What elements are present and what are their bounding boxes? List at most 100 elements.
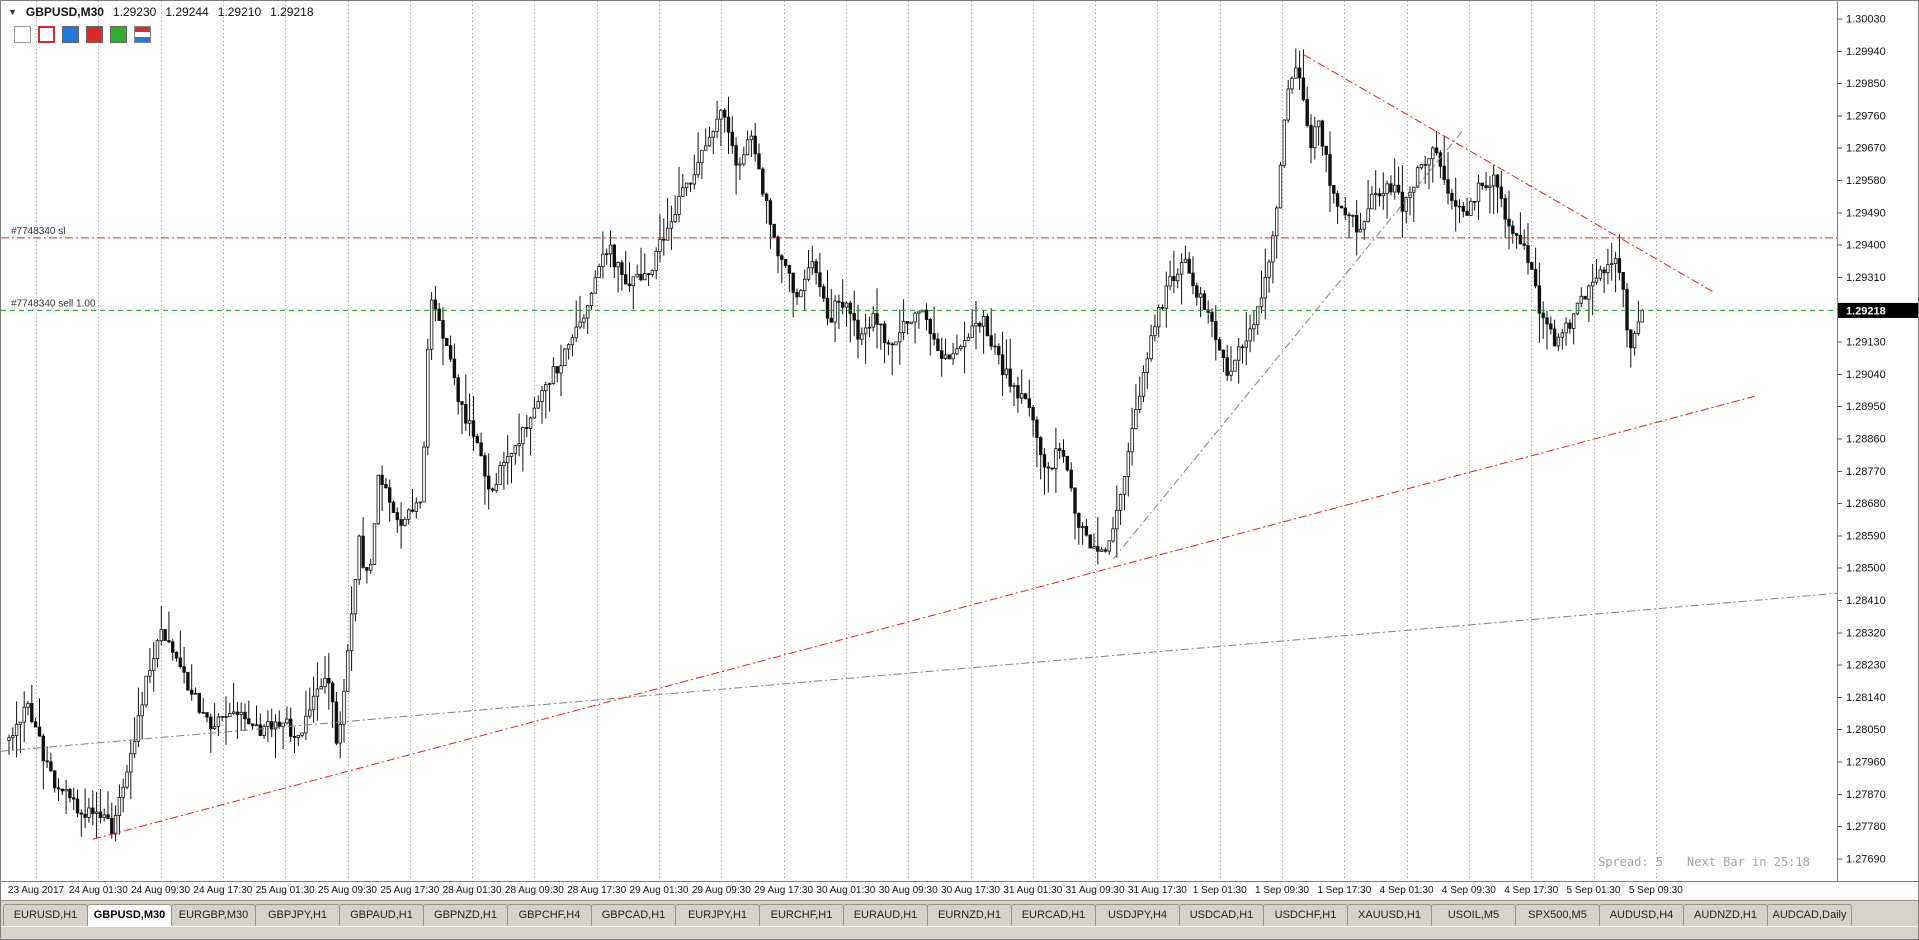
chart-tab-usdchf-h1[interactable]: USDCHF,H1 — [1263, 904, 1348, 926]
chart-tab-eurusd-h1[interactable]: EURUSD,H1 — [3, 904, 88, 926]
stripe — [135, 32, 150, 37]
ohlc-close: 1.29218 — [270, 5, 314, 19]
chart-tab-xauusd-h1[interactable]: XAUUSD,H1 — [1347, 904, 1432, 926]
price-axis-label: 1.28770 — [1846, 466, 1886, 478]
chart-tab-bar: EURUSD,H1 GBPUSD,M30 EURGBP,M30 GBPJPY,H1 GB… — [1, 900, 1918, 926]
time-axis-label: 31 Aug 17:30 — [1127, 885, 1187, 896]
ohlc-low: 1.29210 — [217, 5, 262, 19]
status-bar — [1, 926, 1918, 939]
chart-tab-gbpchf-h4[interactable]: GBPCHF,H4 — [507, 904, 592, 926]
current-price-badge-text: 1.29218 — [1846, 305, 1886, 317]
price-axis-label: 1.29490 — [1846, 207, 1886, 219]
price-axis-label: 1.28230 — [1846, 660, 1886, 672]
time-axis-label: 25 Aug 09:30 — [318, 885, 377, 896]
chart-ohlc-header: ▼ GBPUSD,M30 1.29230 1.29244 1.29210 1.2… — [8, 5, 314, 19]
chart-tab-eurjpy-h1[interactable]: EURJPY,H1 — [675, 904, 760, 926]
price-axis[interactable]: 1.30030 1.29940 1.29850 1.29760 1.29670 1.295… — [1837, 13, 1918, 865]
stripe — [135, 37, 150, 42]
time-axis-label: 1 Sep 17:30 — [1317, 885, 1372, 896]
time-axis[interactable]: 23 Aug 2017 24 Aug 01:30 24 Aug 09:30 24 Au… — [1, 881, 1918, 900]
price-axis-label: 1.28500 — [1846, 563, 1886, 575]
time-axis-label: 28 Aug 01:30 — [442, 885, 502, 896]
time-axis-label: 1 Sep 01:30 — [1192, 885, 1247, 896]
time-axis-label: 29 Aug 17:30 — [754, 885, 814, 896]
time-axis-label: 4 Sep 01:30 — [1379, 885, 1434, 896]
chart-window: #7748340 sl #7748340 sell 1.00 1.30030 1.29… — [1, 1, 1918, 881]
price-axis-label: 1.27870 — [1846, 789, 1886, 801]
symbol-period-label: GBPUSD,M30 — [25, 5, 104, 19]
time-axis-label: 5 Sep 09:30 — [1628, 885, 1683, 896]
next-bar-timer-label: Next Bar in 25:18 — [1687, 855, 1810, 869]
chart-tab-eurchf-h1[interactable]: EURCHF,H1 — [759, 904, 844, 926]
price-axis-label: 1.29400 — [1846, 240, 1886, 252]
time-axis-label: 30 Aug 17:30 — [941, 885, 1000, 896]
time-axis-label: 24 Aug 17:30 — [193, 885, 253, 896]
price-axis-label: 1.29850 — [1846, 78, 1886, 90]
time-axis-label: 30 Aug 01:30 — [816, 885, 876, 896]
spread-indicator: Spread: 5 Next Bar in 25:18 — [1598, 855, 1810, 869]
time-axis-label: 29 Aug 09:30 — [691, 885, 751, 896]
price-axis-label: 1.30030 — [1846, 13, 1886, 25]
price-axis-label: 1.29670 — [1846, 143, 1886, 155]
price-axis-label: 1.29760 — [1846, 110, 1886, 122]
chart-tab-euraud-h1[interactable]: EURAUD,H1 — [843, 904, 928, 926]
price-axis-label: 1.28860 — [1846, 433, 1886, 445]
price-axis-label: 1.28050 — [1846, 724, 1886, 736]
chart-tab-gbpusd-m30[interactable]: GBPUSD,M30 — [87, 904, 172, 926]
price-axis-label: 1.28950 — [1846, 401, 1886, 413]
spread-label: Spread: 5 — [1598, 855, 1664, 869]
chart-tab-audnzd-h1[interactable]: AUDNZD,H1 — [1683, 904, 1768, 926]
price-axis-label: 1.29130 — [1846, 337, 1886, 349]
price-axis-label: 1.29940 — [1846, 46, 1886, 58]
chart-tab-gbpcad-h1[interactable]: GBPCAD,H1 — [591, 904, 676, 926]
time-axis-label: 23 Aug 2017 — [7, 885, 65, 896]
time-axis-label: 5 Sep 01:30 — [1566, 885, 1621, 896]
chart-tab-gbpaud-h1[interactable]: GBPAUD,H1 — [339, 904, 424, 926]
ea-button-green[interactable] — [110, 26, 127, 43]
chart-tab-usdjpy-h4[interactable]: USDJPY,H4 — [1095, 904, 1180, 926]
trendline-support-red-ascending[interactable] — [92, 395, 1757, 840]
time-axis-label: 30 Aug 09:30 — [878, 885, 938, 896]
chart-tab-audcad-daily[interactable]: AUDCAD,Daily — [1767, 904, 1852, 926]
time-axis-label: 31 Aug 09:30 — [1065, 885, 1125, 896]
price-axis-label: 1.28140 — [1846, 692, 1886, 704]
chart-tab-audusd-h4[interactable]: AUDUSD,H4 — [1599, 904, 1684, 926]
trendline-gray-ascending-steep[interactable] — [1112, 129, 1464, 560]
price-axis-label: 1.27690 — [1846, 853, 1886, 865]
stripe — [135, 27, 150, 32]
price-axis-label: 1.29310 — [1846, 272, 1886, 284]
chart-tab-gbpnzd-h1[interactable]: GBPNZD,H1 — [423, 904, 508, 926]
order-line-label-sell-position: #7748340 sell 1.00 — [11, 298, 96, 309]
chart-tab-usdcad-h1[interactable]: USDCAD,H1 — [1179, 904, 1264, 926]
time-axis-label: 1 Sep 09:30 — [1255, 885, 1309, 896]
price-axis-label: 1.28320 — [1846, 627, 1886, 639]
ea-button-blue[interactable] — [62, 26, 79, 43]
chart-tab-eurgbp-m30[interactable]: EURGBP,M30 — [171, 904, 256, 926]
chart-tab-spx500-m5[interactable]: SPX500,M5 — [1515, 904, 1600, 926]
trendline-resistance-red-descending[interactable] — [1303, 54, 1714, 293]
price-axis-label: 1.28680 — [1846, 498, 1886, 510]
ea-button-row — [14, 26, 151, 43]
time-axis-label: 25 Aug 01:30 — [255, 885, 315, 896]
time-axis-label: 29 Aug 01:30 — [629, 885, 689, 896]
ea-button-red-outline[interactable] — [38, 26, 55, 43]
time-axis-label: 4 Sep 17:30 — [1504, 885, 1559, 896]
chart-tab-usoil-m5[interactable]: USOIL,M5 — [1431, 904, 1516, 926]
time-axis-label: 4 Sep 09:30 — [1441, 885, 1496, 896]
time-axis-label: 28 Aug 17:30 — [567, 885, 627, 896]
chart-tab-eurcad-h1[interactable]: EURCAD,H1 — [1011, 904, 1096, 926]
ea-button-red[interactable] — [86, 26, 103, 43]
candlestick-series — [7, 48, 1644, 842]
ea-button-flag-striped[interactable] — [134, 26, 151, 43]
one-click-trading-toggle[interactable]: ▼ — [8, 7, 17, 17]
time-axis-label: 25 Aug 17:30 — [380, 885, 440, 896]
price-axis-label: 1.28410 — [1846, 595, 1886, 607]
time-axis-label: 24 Aug 09:30 — [131, 885, 191, 896]
chart-canvas[interactable]: #7748340 sl #7748340 sell 1.00 1.30030 1.29… — [1, 1, 1918, 881]
chart-tab-eurnzd-h1[interactable]: EURNZD,H1 — [927, 904, 1012, 926]
chart-tab-gbpjpy-h1[interactable]: GBPJPY,H1 — [255, 904, 340, 926]
trendline-gray-ascending-shallow[interactable] — [1, 592, 1837, 752]
ohlc-open: 1.29230 — [112, 5, 157, 19]
ea-button-white[interactable] — [14, 26, 31, 43]
price-axis-label: 1.28590 — [1846, 530, 1886, 542]
